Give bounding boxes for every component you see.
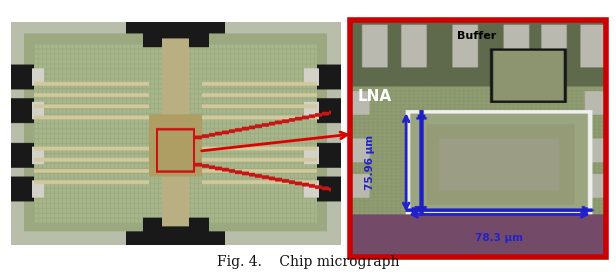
Text: 78.3 μm: 78.3 μm <box>476 233 524 243</box>
Text: Buffer: Buffer <box>457 31 496 41</box>
Text: LNA: LNA <box>357 89 392 104</box>
Text: 75.96 μm: 75.96 μm <box>365 135 375 190</box>
Text: Fig. 4.    Chip micrograph: Fig. 4. Chip micrograph <box>217 255 399 269</box>
